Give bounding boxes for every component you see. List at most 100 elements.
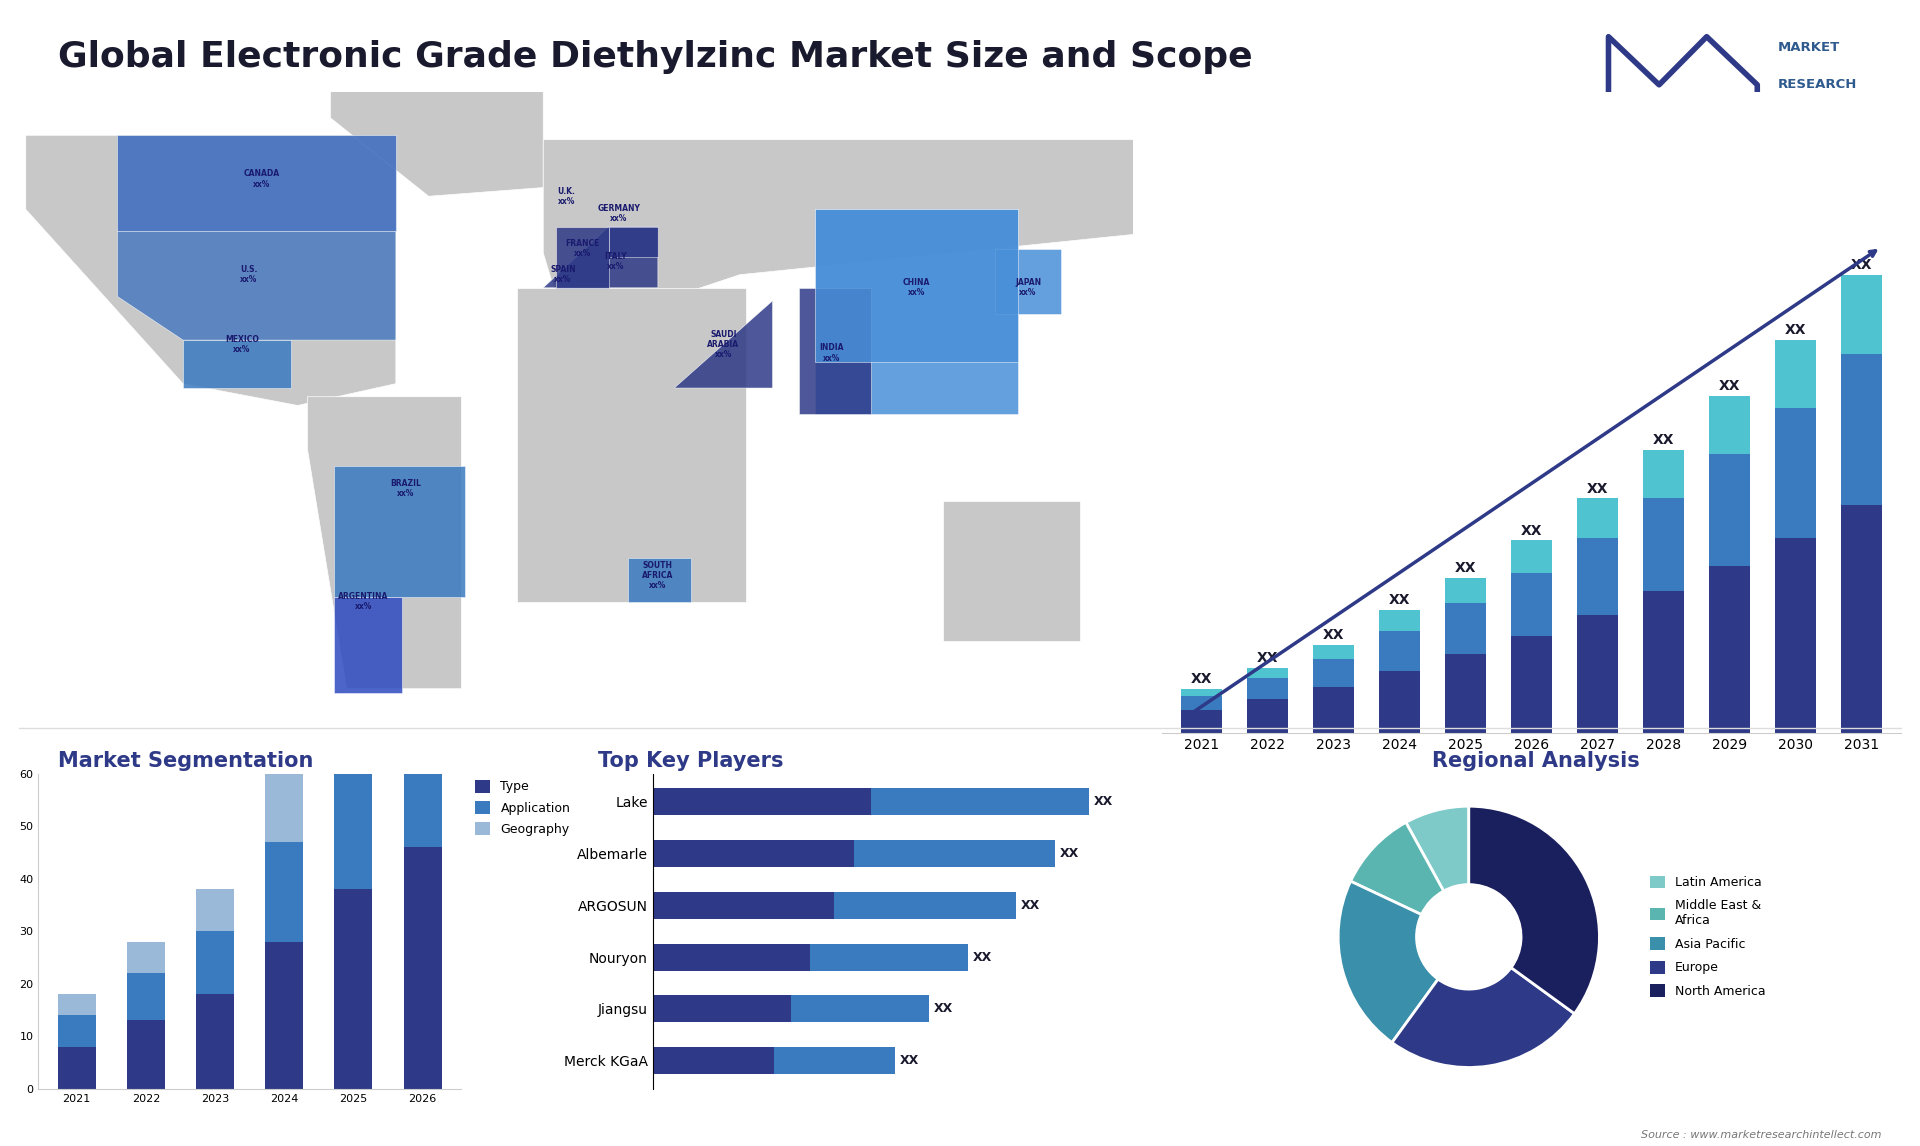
- Text: MARKET: MARKET: [1778, 41, 1841, 54]
- Polygon shape: [117, 135, 396, 231]
- Bar: [265, 842, 303, 942]
- Bar: [1576, 499, 1619, 537]
- Polygon shape: [628, 558, 691, 602]
- Text: FRANCE
xx%: FRANCE xx%: [564, 238, 599, 258]
- Bar: [1644, 449, 1684, 499]
- Bar: [1246, 699, 1288, 733]
- Polygon shape: [674, 301, 772, 388]
- Bar: [1841, 354, 1882, 505]
- Bar: [1774, 537, 1816, 733]
- Polygon shape: [25, 135, 396, 406]
- Text: XX: XX: [1718, 379, 1740, 393]
- Polygon shape: [334, 597, 403, 693]
- Bar: [334, 753, 372, 889]
- Polygon shape: [117, 231, 396, 340]
- Bar: [1444, 654, 1486, 733]
- Bar: [403, 548, 442, 668]
- Bar: [334, 889, 372, 1089]
- Text: Regional Analysis: Regional Analysis: [1432, 751, 1640, 770]
- Text: XX: XX: [1388, 594, 1409, 607]
- Text: SPAIN
xx%: SPAIN xx%: [551, 265, 576, 284]
- Polygon shape: [330, 87, 543, 196]
- Bar: [835, 892, 1016, 919]
- Bar: [1511, 636, 1551, 733]
- Bar: [1181, 689, 1221, 697]
- Bar: [854, 840, 1054, 866]
- Bar: [403, 847, 442, 1089]
- Wedge shape: [1392, 967, 1574, 1067]
- Bar: [196, 931, 234, 994]
- Legend: Latin America, Middle East &
Africa, Asia Pacific, Europe, North America: Latin America, Middle East & Africa, Asi…: [1645, 871, 1770, 1003]
- Polygon shape: [943, 501, 1081, 641]
- Bar: [810, 943, 968, 971]
- Polygon shape: [609, 227, 659, 258]
- Text: Global Electronic Grade Diethylzinc Market Size and Scope: Global Electronic Grade Diethylzinc Mark…: [58, 40, 1252, 74]
- Bar: [1576, 614, 1619, 733]
- Bar: [1181, 697, 1221, 711]
- Bar: [1511, 573, 1551, 636]
- Bar: [870, 788, 1089, 815]
- Text: Market Segmentation: Market Segmentation: [58, 751, 313, 770]
- Bar: [265, 942, 303, 1089]
- Text: XX: XX: [900, 1054, 920, 1067]
- Bar: [1181, 711, 1221, 733]
- Bar: [1709, 454, 1749, 566]
- Bar: [791, 996, 929, 1022]
- Bar: [1644, 499, 1684, 591]
- Text: BRAZIL
xx%: BRAZIL xx%: [390, 479, 420, 499]
- Text: MEXICO
xx%: MEXICO xx%: [225, 335, 259, 354]
- Bar: [196, 889, 234, 931]
- Text: XX: XX: [972, 950, 991, 964]
- Bar: [1379, 670, 1419, 733]
- Polygon shape: [334, 466, 465, 597]
- Bar: [653, 892, 835, 919]
- Text: XX: XX: [1021, 898, 1041, 912]
- Bar: [1841, 505, 1882, 733]
- Text: RESEARCH: RESEARCH: [1778, 78, 1857, 92]
- Text: XX: XX: [1455, 560, 1476, 575]
- Bar: [265, 774, 303, 842]
- Bar: [1774, 408, 1816, 537]
- Bar: [653, 996, 791, 1022]
- Bar: [653, 840, 854, 866]
- Text: XX: XX: [1190, 673, 1212, 686]
- Text: XX: XX: [933, 1003, 952, 1015]
- Bar: [1841, 275, 1882, 354]
- Bar: [653, 1047, 774, 1075]
- Polygon shape: [543, 140, 1165, 297]
- Bar: [1576, 537, 1619, 614]
- Bar: [58, 1046, 96, 1089]
- Bar: [334, 664, 372, 753]
- Text: ITALY
xx%: ITALY xx%: [605, 252, 626, 272]
- Bar: [403, 668, 442, 847]
- Text: XX: XX: [1521, 524, 1542, 537]
- Bar: [1511, 540, 1551, 573]
- Bar: [1379, 610, 1419, 631]
- Wedge shape: [1405, 807, 1469, 892]
- Text: SAUDI
ARABIA
xx%: SAUDI ARABIA xx%: [707, 330, 739, 360]
- Text: XX: XX: [1851, 258, 1872, 273]
- Text: INDIA
xx%: INDIA xx%: [820, 344, 843, 363]
- Polygon shape: [557, 227, 609, 288]
- Polygon shape: [816, 210, 1018, 414]
- Bar: [196, 994, 234, 1089]
- Wedge shape: [1338, 881, 1438, 1043]
- Text: XX: XX: [1586, 481, 1607, 495]
- Text: SOUTH
AFRICA
xx%: SOUTH AFRICA xx%: [641, 560, 674, 590]
- Text: XX: XX: [1784, 323, 1807, 337]
- Text: CHINA
xx%: CHINA xx%: [902, 278, 931, 298]
- Text: ARGENTINA
xx%: ARGENTINA xx%: [338, 591, 388, 611]
- Text: GERMANY
xx%: GERMANY xx%: [597, 204, 639, 223]
- Polygon shape: [995, 249, 1060, 314]
- Bar: [127, 973, 165, 1020]
- Polygon shape: [516, 288, 747, 602]
- Text: XX: XX: [1060, 847, 1079, 860]
- Wedge shape: [1469, 807, 1599, 1014]
- Polygon shape: [816, 210, 1018, 362]
- Wedge shape: [1350, 823, 1444, 915]
- Bar: [653, 943, 810, 971]
- Bar: [1444, 578, 1486, 603]
- Bar: [58, 994, 96, 1015]
- Bar: [1313, 645, 1354, 659]
- Bar: [58, 1015, 96, 1046]
